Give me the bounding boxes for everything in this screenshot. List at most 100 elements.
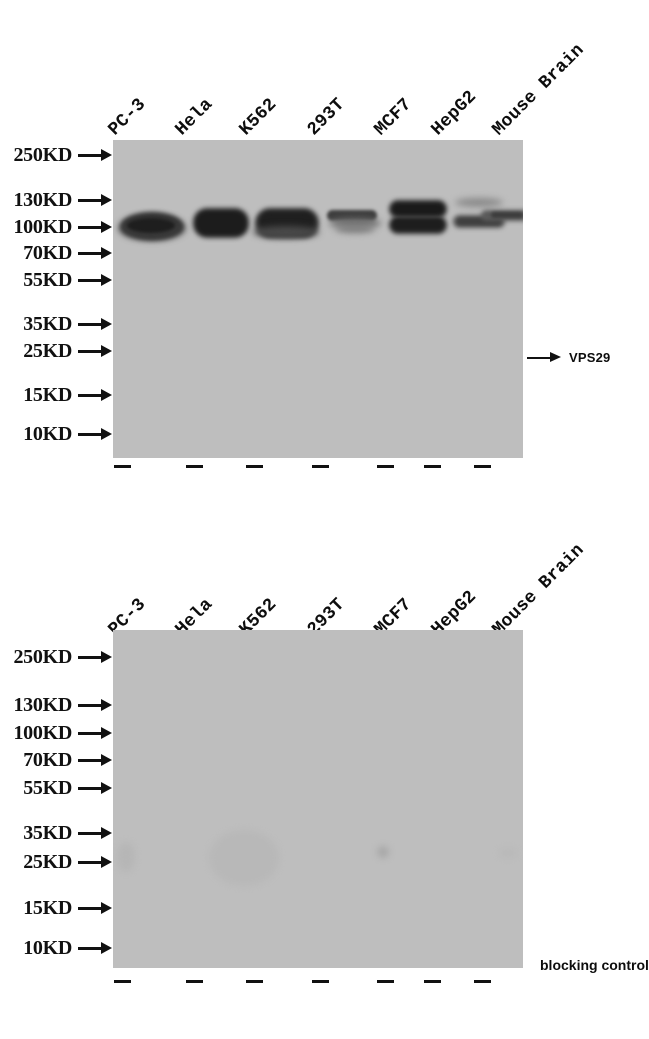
mw-label-70kd-top: 70KD — [23, 242, 72, 264]
arrow-right-icon — [527, 351, 561, 365]
lane-label-293t-top: 293T — [303, 94, 350, 140]
band-hepg2-upper-smear — [455, 198, 503, 207]
lane-tick-293t-top — [312, 465, 329, 468]
lane-tick-pc3-bottom — [114, 980, 131, 983]
mw-marker-35kd-top: 35KD — [0, 311, 112, 337]
arrow-right-icon — [78, 317, 112, 331]
target-protein-label: VPS29 — [569, 350, 611, 365]
lane-label-pc3-top: PC-3 — [104, 94, 151, 140]
band-mcf7-core-lower — [393, 219, 443, 230]
mw-marker-10kd-top: 10KD — [0, 421, 112, 447]
arrow-right-icon — [78, 427, 112, 441]
arrow-right-icon — [78, 650, 112, 664]
lane-tick-pc3-top — [114, 465, 131, 468]
arrow-right-icon — [78, 273, 112, 287]
band-293t — [327, 210, 377, 221]
mw-marker-70kd-bottom: 70KD — [0, 747, 112, 773]
mw-label-35kd-bottom: 35KD — [23, 822, 72, 844]
mw-marker-25kd-top: 25KD — [0, 338, 112, 364]
arrow-right-icon — [78, 698, 112, 712]
mw-marker-25kd-bottom: 25KD — [0, 849, 112, 875]
arrow-right-icon — [78, 344, 112, 358]
lane-label-hepg2-top: HepG2 — [427, 86, 481, 140]
blot-panel-detection — [113, 140, 523, 458]
mw-label-100kd-top: 100KD — [13, 216, 72, 238]
blocking-control-caption: blocking control — [540, 957, 649, 973]
lane-label-mouse-brain-top: Mouse Brain — [488, 40, 589, 140]
mw-marker-250kd-top: 250KD — [0, 142, 112, 168]
arrow-right-icon — [78, 855, 112, 869]
mw-label-35kd-top: 35KD — [23, 313, 72, 335]
arrow-right-icon — [78, 220, 112, 234]
blot-membrane-detection-overlay — [113, 140, 523, 458]
lane-tick-mouse-brain-top — [474, 465, 491, 468]
arrow-right-icon — [78, 901, 112, 915]
band-pc3-core — [127, 218, 175, 233]
arrow-right-icon — [78, 148, 112, 162]
lane-tick-hela-bottom — [186, 980, 203, 983]
band-k562-smear — [253, 226, 319, 238]
lane-tick-hepg2-bottom — [424, 980, 441, 983]
arrow-right-icon — [78, 726, 112, 740]
mw-label-130kd-top: 130KD — [13, 189, 72, 211]
mw-label-100kd-bottom: 100KD — [13, 722, 72, 744]
lane-label-k562-top: K562 — [235, 94, 282, 140]
lane-tick-k562-top — [246, 465, 263, 468]
arrow-right-icon — [78, 941, 112, 955]
band-hepg2-core — [457, 218, 501, 225]
mw-marker-100kd-bottom: 100KD — [0, 720, 112, 746]
target-annotation-vps29: VPS29 — [527, 350, 610, 365]
mw-marker-55kd-top: 55KD — [0, 267, 112, 293]
mw-marker-250kd-bottom: 250KD — [0, 644, 112, 670]
mw-label-25kd-top: 25KD — [23, 340, 72, 362]
mw-marker-100kd-top: 100KD — [0, 214, 112, 240]
mw-marker-15kd-bottom: 15KD — [0, 895, 112, 921]
arrow-right-icon — [78, 388, 112, 402]
mw-label-250kd-bottom: 250KD — [13, 646, 72, 668]
mw-marker-35kd-bottom: 35KD — [0, 820, 112, 846]
mw-marker-10kd-bottom: 10KD — [0, 935, 112, 961]
mw-label-70kd-bottom: 70KD — [23, 749, 72, 771]
lane-tick-mcf7-bottom — [377, 980, 394, 983]
mw-label-25kd-bottom: 25KD — [23, 851, 72, 873]
lane-label-mcf7-top: MCF7 — [370, 94, 417, 140]
mw-marker-70kd-top: 70KD — [0, 240, 112, 266]
artifact-faint-2 — [209, 830, 279, 886]
blot-panel-blocking-control — [113, 630, 523, 968]
artifact-faint-4 — [499, 848, 517, 858]
lane-tick-293t-bottom — [312, 980, 329, 983]
lane-tick-k562-bottom — [246, 980, 263, 983]
mw-label-10kd-bottom: 10KD — [23, 937, 72, 959]
lane-tick-mouse-brain-bottom — [474, 980, 491, 983]
mw-marker-130kd-bottom: 130KD — [0, 692, 112, 718]
arrow-right-icon — [78, 781, 112, 795]
band-hela-core — [197, 212, 245, 234]
mw-label-55kd-bottom: 55KD — [23, 777, 72, 799]
arrow-right-icon — [78, 246, 112, 260]
artifact-faint-3 — [377, 846, 389, 858]
artifact-faint-1 — [117, 842, 135, 872]
mw-label-15kd-bottom: 15KD — [23, 897, 72, 919]
lane-tick-mcf7-top — [377, 465, 394, 468]
mw-label-55kd-top: 55KD — [23, 269, 72, 291]
blot-membrane-blocking-control — [113, 630, 523, 968]
arrow-right-icon — [78, 826, 112, 840]
mw-label-250kd-top: 250KD — [13, 144, 72, 166]
mw-label-130kd-bottom: 130KD — [13, 694, 72, 716]
lane-tick-hepg2-top — [424, 465, 441, 468]
mw-marker-15kd-top: 15KD — [0, 382, 112, 408]
mw-marker-55kd-bottom: 55KD — [0, 775, 112, 801]
mw-marker-130kd-top: 130KD — [0, 187, 112, 213]
lane-label-hela-top: Hela — [171, 94, 218, 140]
lane-label-mouse-brain-bottom: Mouse Brain — [488, 540, 589, 640]
arrow-right-icon — [78, 193, 112, 207]
band-293t-lower-smear — [329, 218, 381, 228]
blot-membrane-detection — [113, 140, 523, 458]
band-mouse-brain-core — [491, 212, 523, 218]
lane-tick-hela-top — [186, 465, 203, 468]
band-mcf7-core-upper — [393, 204, 443, 214]
band-293t-tail — [335, 225, 375, 233]
arrow-right-icon — [78, 753, 112, 767]
mw-label-15kd-top: 15KD — [23, 384, 72, 406]
